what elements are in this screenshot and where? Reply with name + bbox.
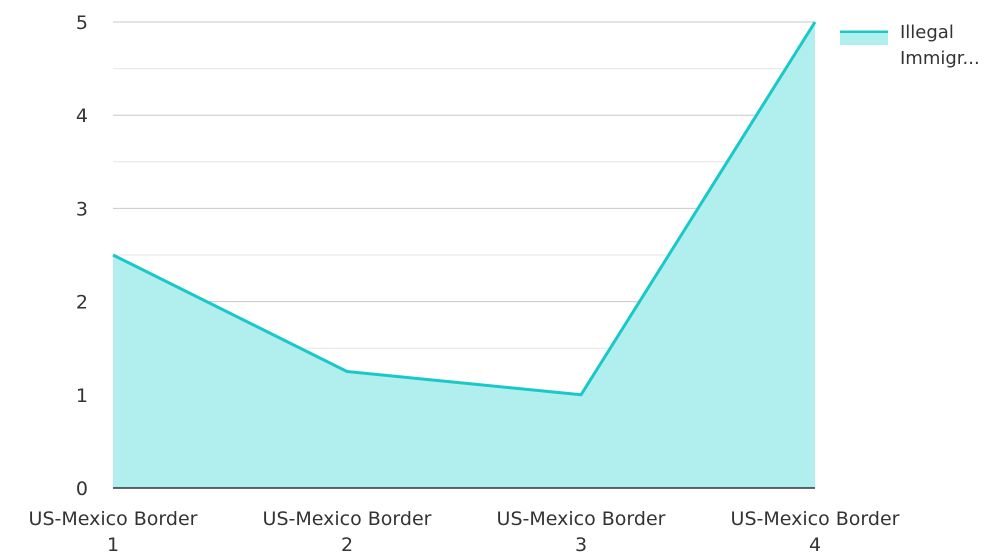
x-tick-label: US-Mexico Border 4 — [731, 508, 900, 556]
y-tick-label: 2 — [76, 292, 88, 314]
legend-label: Illegal Immigr... — [900, 22, 980, 69]
data-point-4[interactable] — [809, 16, 821, 28]
y-tick-label: 4 — [76, 105, 88, 127]
data-point-2[interactable] — [341, 366, 353, 378]
y-axis-ticks: 0 1 2 3 4 5 — [76, 12, 88, 500]
x-tick-label: US-Mexico Border 3 — [497, 508, 666, 556]
y-tick-label: 5 — [76, 12, 88, 34]
data-point-1[interactable] — [107, 249, 119, 261]
y-tick-label: 3 — [76, 198, 88, 220]
x-tick-label: US-Mexico Border 2 — [263, 508, 432, 556]
x-axis-labels: US-Mexico Border 1 US-Mexico Border 2 US-Mex… — [29, 508, 900, 556]
y-tick-label: 0 — [76, 478, 88, 500]
x-tick-label: US-Mexico Border 1 — [29, 508, 198, 556]
legend-fill-swatch — [840, 33, 888, 45]
series-area-fill — [113, 22, 815, 488]
legend[interactable]: Illegal Immigr... — [840, 22, 980, 69]
y-tick-label: 1 — [76, 385, 88, 407]
plot-area — [107, 16, 821, 488]
series-line[interactable] — [112, 21, 817, 397]
data-point-3[interactable] — [575, 389, 587, 401]
